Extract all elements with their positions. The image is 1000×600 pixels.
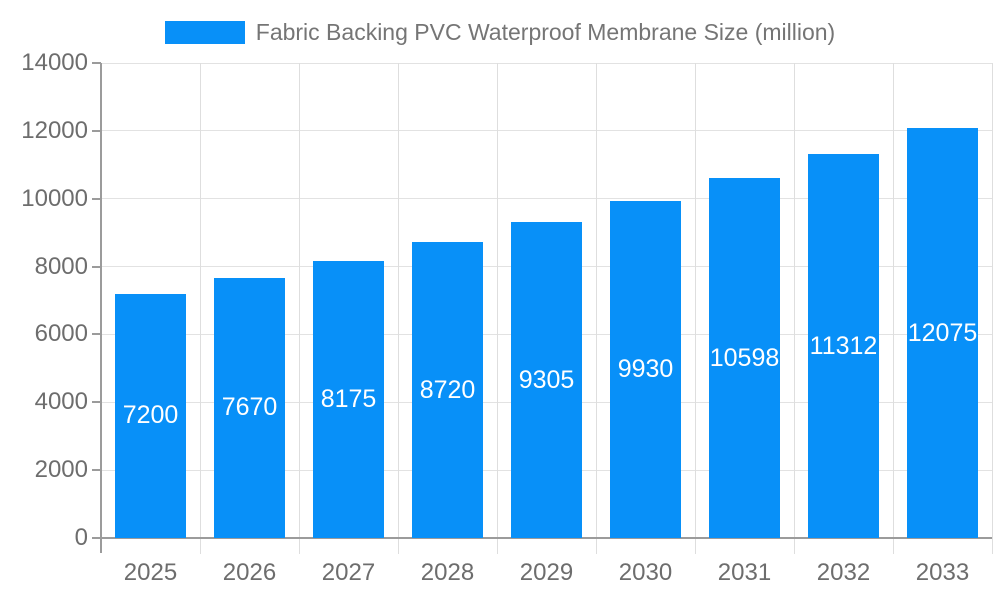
bar-value-label: 10598 [709, 343, 780, 372]
bar-2027: 8175 [313, 260, 384, 538]
gridline-horizontal [101, 62, 992, 64]
legend-swatch [164, 20, 245, 44]
gridline-vertical [496, 63, 498, 554]
bar-value-label: 8175 [320, 384, 377, 413]
x-axis-label: 2025 [123, 559, 178, 586]
y-axis-line [100, 63, 102, 553]
bar-2033: 12075 [907, 128, 978, 538]
gridline-vertical [793, 63, 795, 554]
bar-value-label: 9305 [518, 365, 575, 394]
y-axis-label: 10000 [21, 184, 88, 212]
x-axis-label: 2027 [321, 559, 376, 586]
bar-value-label: 7670 [221, 393, 278, 422]
gridline-vertical [892, 63, 894, 554]
y-axis-tick [92, 265, 101, 268]
bar-value-label: 9930 [617, 355, 674, 384]
bar-2026: 7670 [214, 277, 285, 538]
x-axis-line [100, 537, 992, 539]
bar-value-label: 12075 [907, 318, 978, 347]
y-axis-tick [92, 537, 101, 539]
bar-2029: 9305 [511, 222, 582, 538]
x-axis-label: 2029 [519, 559, 574, 586]
y-axis-label: 8000 [34, 252, 88, 280]
gridline-vertical [595, 63, 597, 554]
bar-2030: 9930 [610, 201, 681, 538]
y-axis-tick [92, 129, 101, 132]
gridline-horizontal [101, 198, 992, 200]
y-axis-label: 6000 [34, 320, 88, 348]
y-axis-label: 0 [74, 524, 88, 551]
x-axis-label: 2033 [915, 559, 970, 586]
bar-value-label: 11312 [809, 331, 878, 360]
x-axis-label: 2026 [222, 559, 277, 586]
x-axis-label: 2028 [420, 559, 475, 586]
y-axis-label: 14000 [21, 49, 88, 76]
gridline-vertical [298, 63, 300, 554]
gridline-vertical [199, 63, 201, 554]
x-axis-label: 2032 [816, 559, 871, 586]
legend-label: Fabric Backing PVC Waterproof Membrane S… [255, 18, 836, 45]
gridline-horizontal [101, 130, 992, 132]
y-axis-tick [92, 401, 101, 404]
gridline-vertical [694, 63, 696, 554]
x-axis-label: 2031 [717, 559, 772, 586]
gridline-vertical [397, 63, 399, 554]
y-axis-label: 4000 [34, 388, 88, 416]
bar-2025: 7200 [115, 293, 186, 538]
y-axis-tick [92, 197, 101, 200]
gridline-vertical [991, 63, 993, 554]
y-axis-tick [92, 333, 101, 336]
x-axis-label: 2030 [618, 559, 673, 586]
bar-value-label: 7200 [122, 401, 179, 430]
y-axis-tick [92, 62, 101, 64]
bar-2032: 11312 [808, 154, 879, 538]
y-axis-tick [92, 469, 101, 472]
y-axis-label: 12000 [21, 116, 88, 144]
y-axis-label: 2000 [34, 456, 88, 484]
bar-value-label: 8720 [419, 375, 476, 404]
legend: Fabric Backing PVC Waterproof Membrane S… [0, 19, 1000, 45]
bar-2031: 10598 [709, 178, 780, 538]
bar-2028: 8720 [412, 242, 483, 538]
